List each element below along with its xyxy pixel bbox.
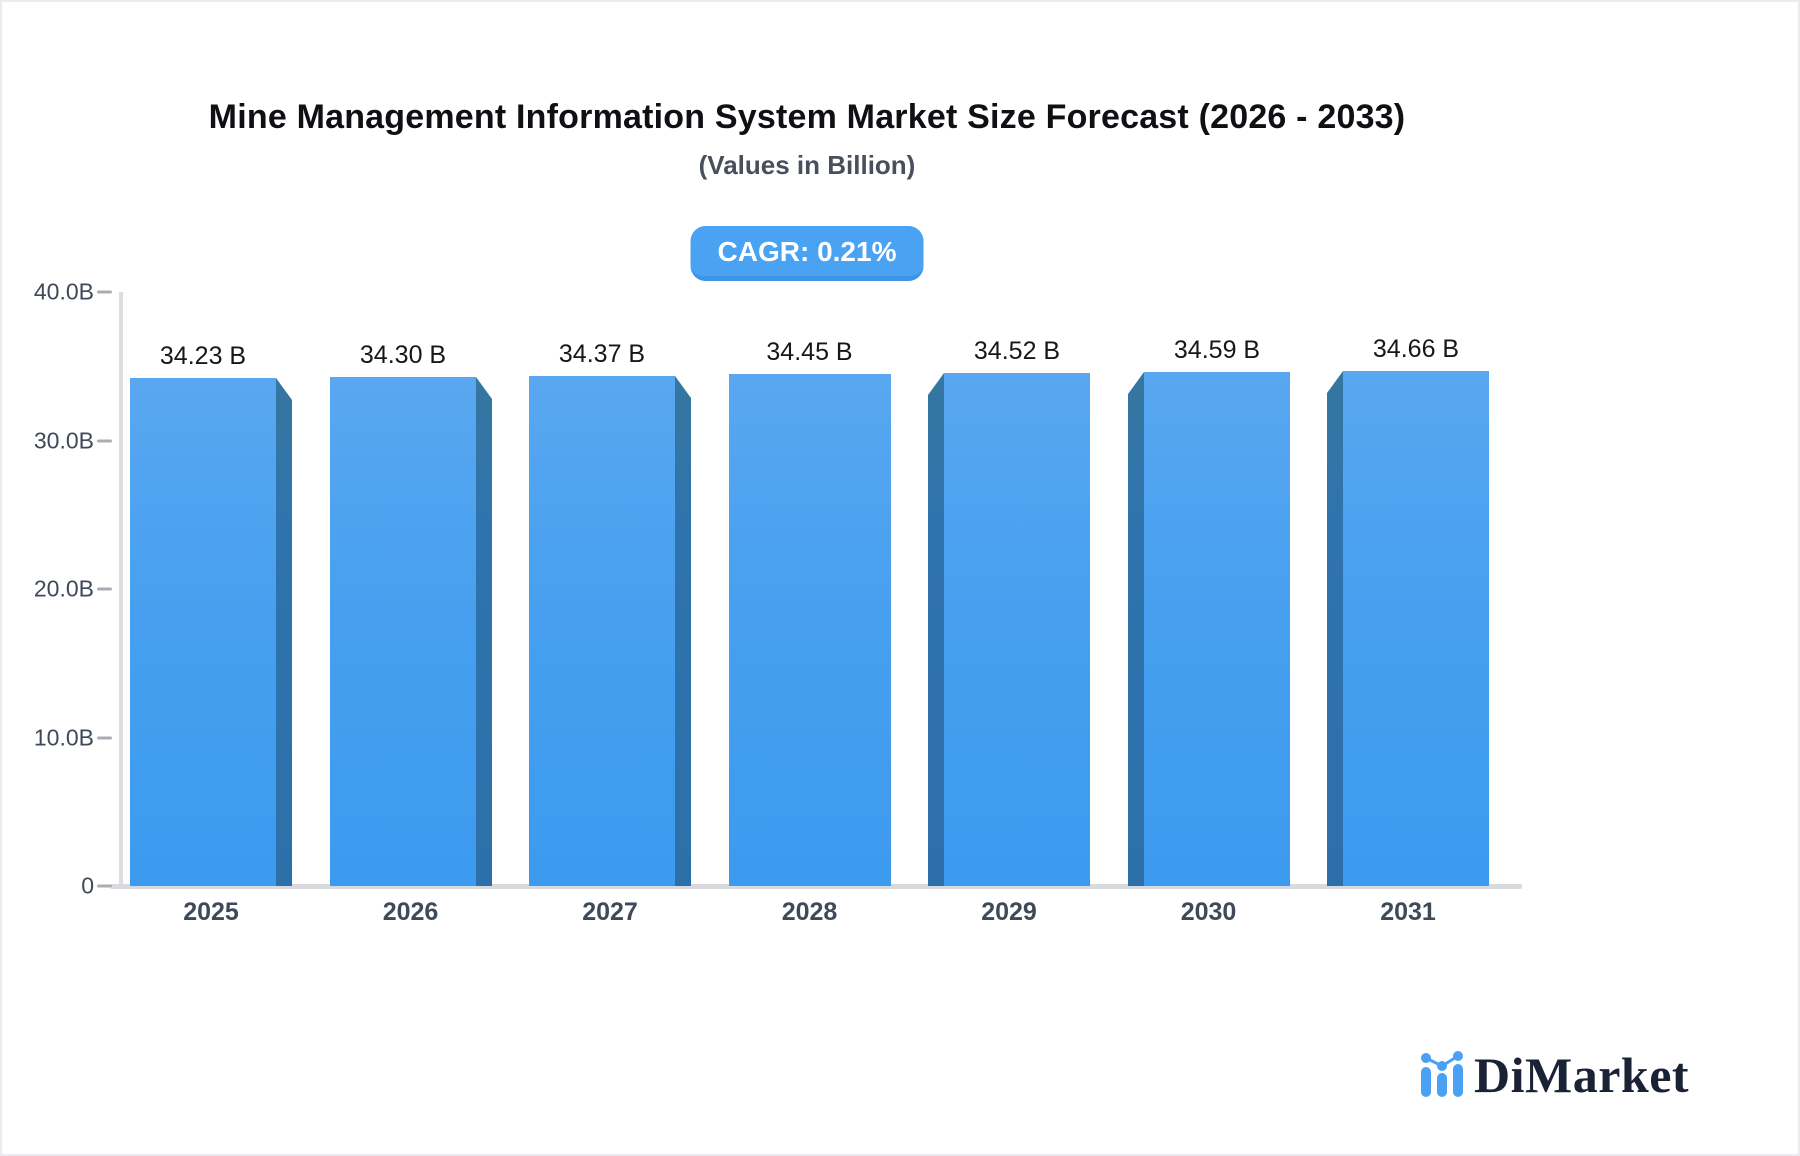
bar-face-2031 [1343,371,1489,886]
bar-value-label-2031: 34.66 B [1372,335,1460,363]
cagr-badge: CAGR: 0.21% [690,226,924,281]
bar-2026 [330,377,492,886]
bar-3d-side-2031 [1327,371,1343,886]
x-axis-line [110,884,1522,889]
bar-3d-side-2026 [476,377,492,886]
dimarket-logo: DiMarket [1420,1040,1700,1110]
bar-face-2026 [330,377,476,886]
x-axis-label-2026: 2026 [382,898,439,926]
y-axis-tick-label: 20.0B [33,575,94,602]
y-axis-tick-mark [97,290,112,294]
bar-face-2030 [1144,372,1290,886]
y-axis-line [119,292,123,884]
bar-face-2029 [944,373,1090,886]
bar-face-2025 [130,378,276,886]
bar-3d-side-2027 [675,376,691,886]
x-axis-label-2025: 2025 [183,898,239,926]
x-axis-label-2031: 2031 [1380,898,1436,926]
bar-2025 [130,378,292,886]
x-axis-label-2029: 2029 [981,898,1037,926]
chart-subtitle: (Values in Billion) [698,150,916,180]
y-axis-tick-label: 40.0B [33,278,94,305]
x-axis-label-2027: 2027 [582,898,638,926]
y-axis-tick-mark [97,439,112,442]
bar-face-2028 [729,374,891,886]
bar-3d-side-2025 [276,378,292,886]
x-axis-label-2028: 2028 [781,898,838,926]
x-axis-label-2030: 2030 [1180,898,1237,926]
chart-title: Mine Management Information System Marke… [208,98,1406,136]
bar-value-label-2030: 34.59 B [1173,336,1261,364]
y-axis-tick-mark [97,884,112,888]
y-axis-tick-label: 0 [81,872,94,899]
y-axis-tick-label: 10.0B [33,724,94,750]
bar-value-label-2029: 34.52 B [973,337,1061,365]
bar-value-label-2026: 34.30 B [359,341,447,369]
bar-2031 [1327,371,1489,886]
bar-value-label-2025: 34.23 B [159,342,247,370]
bar-value-label-2027: 34.37 B [558,340,646,368]
bar-3d-side-2030 [1128,372,1144,886]
bar-2027 [529,376,691,886]
dimarket-logo-text: DiMarket [1474,1047,1690,1103]
y-axis-tick-mark [97,587,112,591]
bar-face-2027 [529,376,675,886]
bar-value-label-2028: 34.45 B [766,338,853,366]
y-axis-tick-label: 30.0B [33,427,94,453]
bar-2029 [928,373,1090,886]
y-axis-tick-mark [97,736,112,739]
bar-2028 [729,374,891,886]
bar-3d-side-2029 [928,373,944,886]
bar-2030 [1128,372,1290,886]
bar-chart-logo-icon [1421,1051,1463,1097]
